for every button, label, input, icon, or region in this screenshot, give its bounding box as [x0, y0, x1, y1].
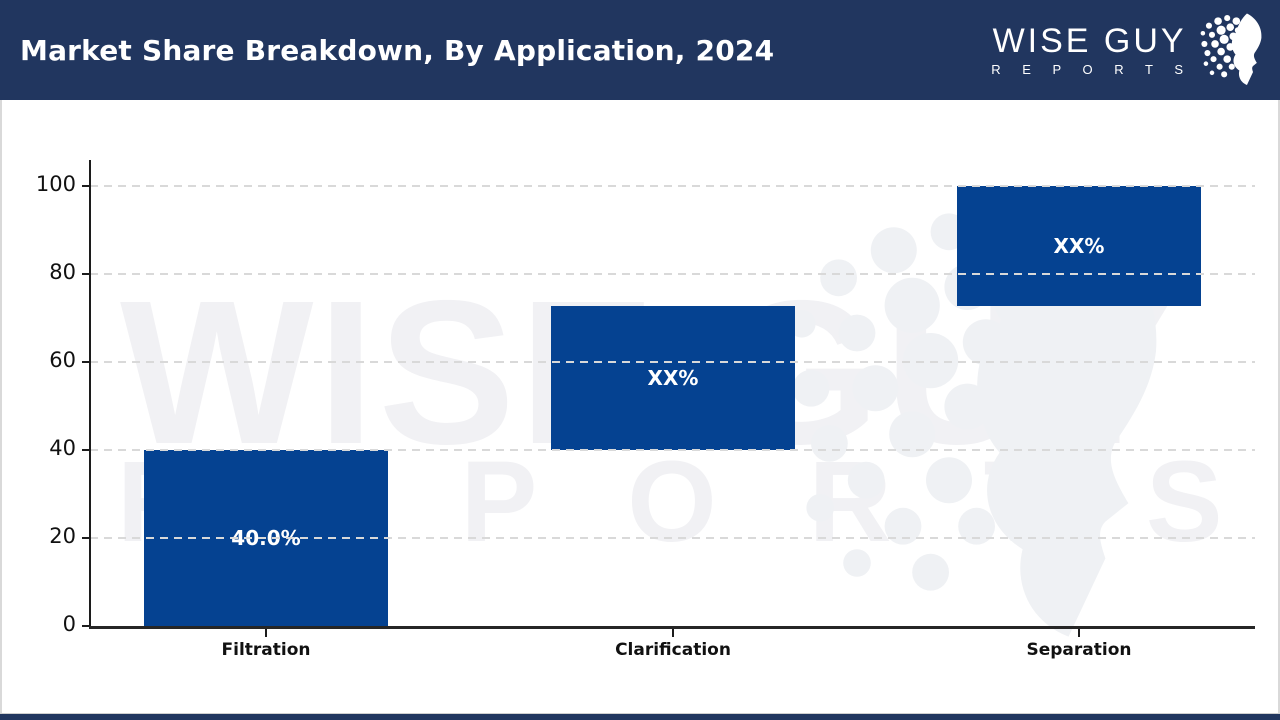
bar-separation: XX% [957, 186, 1201, 307]
y-axis-tick-label: 100 [35, 172, 76, 196]
footer-bar [0, 714, 1280, 720]
y-axis [89, 160, 91, 628]
x-axis-tick [265, 629, 267, 637]
x-axis [89, 626, 1255, 629]
x-axis-tick [672, 629, 674, 637]
y-axis-tick-label: 20 [49, 524, 76, 548]
y-axis-tick [82, 537, 89, 539]
bar-value-label: XX% [647, 366, 699, 391]
page-title: Market Share Breakdown, By Application, … [20, 33, 775, 67]
gridline-100 [90, 185, 1255, 187]
y-axis-tick-label: 0 [62, 612, 76, 636]
x-axis-tick [1078, 629, 1080, 637]
header-bar: Market Share Breakdown, By Application, … [0, 0, 1280, 100]
wise-guy-reports-logo: WISE GUY R E P O R T S [987, 12, 1280, 88]
footer-divider [0, 713, 1280, 714]
category-label-clarification: Clarification [615, 640, 731, 660]
watermark-face-icon [788, 204, 1157, 637]
y-axis-tick [82, 449, 89, 451]
y-axis-tick [82, 273, 89, 275]
gridline-60 [90, 361, 1255, 363]
bar-clarification: XX% [551, 306, 795, 450]
gridline-20 [90, 537, 1255, 539]
y-axis-tick-label: 80 [49, 260, 76, 284]
category-label-separation: Separation [1026, 640, 1132, 660]
dotted-face-icon [1200, 13, 1262, 85]
y-axis-tick-label: 60 [49, 348, 76, 372]
y-axis-tick [82, 625, 89, 627]
logo-wordmark: WISE GUY [992, 21, 1187, 60]
y-axis-tick-label: 40 [49, 436, 76, 460]
category-label-filtration: Filtration [221, 640, 311, 660]
y-axis-tick [82, 361, 89, 363]
gridline-80 [90, 273, 1255, 275]
logo-subtext: R E P O R T S [991, 61, 1192, 77]
y-axis-tick [82, 185, 89, 187]
bar-value-label: XX% [1053, 234, 1105, 259]
chart-canvas: WISE GUY R E P O R T S 02040608010040.0%… [0, 100, 1280, 713]
gridline-40 [90, 449, 1255, 451]
